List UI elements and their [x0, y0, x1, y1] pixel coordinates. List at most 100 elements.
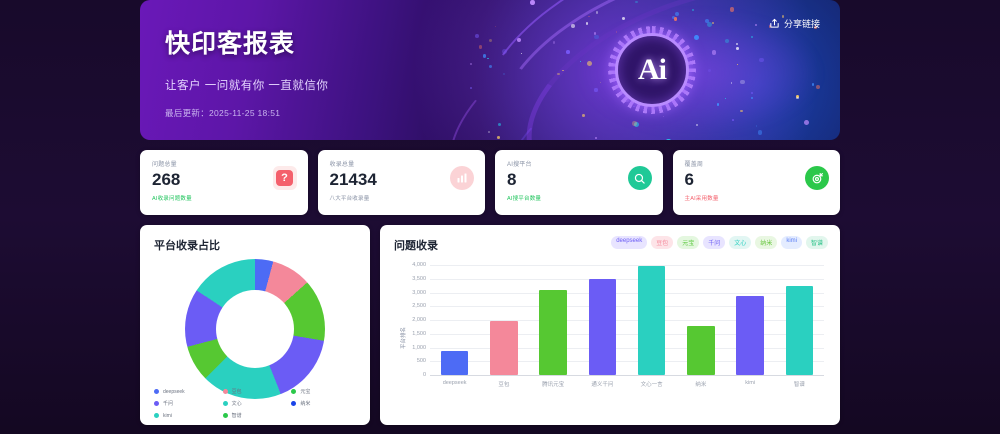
particle-dot — [750, 97, 753, 99]
bar-slot — [578, 265, 627, 375]
bar[interactable] — [490, 320, 518, 375]
particle-dot — [768, 24, 772, 28]
particle-dot — [517, 37, 522, 42]
particle-dot — [488, 131, 490, 134]
bar[interactable] — [539, 290, 567, 375]
particle-dot — [816, 85, 821, 90]
particle-dot — [707, 68, 712, 73]
particle-dot — [732, 119, 734, 121]
particle-dot — [781, 14, 785, 18]
particle-dot — [582, 114, 586, 117]
stat-value: 8 — [507, 170, 517, 189]
stat-card[interactable]: AI搜平台 8 AI搜平台数量 — [495, 150, 663, 215]
legend-color-swatch — [154, 401, 159, 406]
legend-color-swatch — [222, 389, 228, 394]
bar-series — [430, 265, 824, 375]
legend-color-swatch — [154, 413, 159, 418]
particle-dot — [594, 88, 598, 92]
ai-badge: Ai — [615, 33, 689, 107]
bar[interactable] — [687, 325, 715, 375]
stat-value: 268 — [152, 170, 181, 189]
hero-subtitle: 让客户 一问就有你 一直就信你 — [165, 80, 329, 92]
bar-chart[interactable]: 平台排名 0 500 1,000 1,500 2,000 2,500 3,000 3,500 4… — [394, 261, 828, 415]
particle-dot — [588, 15, 591, 18]
particle-dot — [530, 0, 535, 5]
bar-panel-title: 问题收录 — [394, 240, 438, 252]
x-tick-label: 文心一言 — [640, 382, 663, 388]
bar[interactable] — [637, 265, 666, 375]
stat-card[interactable]: 收录总量 21434 八大平台收录量 — [317, 150, 485, 215]
legend-item[interactable]: 文心 — [222, 400, 292, 407]
particle-dot — [502, 49, 507, 55]
particle-dot — [599, 82, 601, 84]
particle-dot — [751, 92, 754, 95]
filter-pill[interactable]: kimi — [781, 236, 802, 249]
particle-dot — [758, 57, 764, 63]
x-tick-label: kimi — [745, 380, 756, 386]
legend-color-swatch — [222, 413, 228, 418]
particle-dot — [478, 45, 482, 49]
bar-slot — [627, 265, 676, 375]
particle-dot — [729, 7, 735, 12]
dashboard-content: Ai 快印客报表 让客户 一问就有你 一直就信你 最后更新：2025-11-25… — [140, 0, 840, 434]
particle-dot — [615, 31, 618, 33]
stat-card[interactable]: 问题总量 268 AI收录问题数量? — [140, 150, 308, 215]
donut-legend: deepseek 豆包 元宝千问 文心 纳米 kimi 智谱 — [154, 388, 360, 419]
x-tick-label: deepseek — [442, 380, 467, 386]
legend-label: deepseek — [163, 388, 185, 395]
grid-line — [430, 306, 824, 308]
particle-dot — [740, 109, 743, 113]
share-link-button[interactable]: 分享链接 — [763, 14, 826, 33]
x-tick-label: 纳米 — [695, 382, 707, 388]
particle-dot — [594, 34, 599, 40]
particle-dot — [674, 17, 678, 21]
y-tick-label: 1,500 — [412, 330, 426, 337]
last-updated-text: 最后更新：2025-11-25 18:51 — [165, 108, 281, 118]
bar[interactable] — [588, 278, 617, 375]
particle-dot — [566, 50, 570, 54]
particle-dot — [740, 79, 745, 85]
donut-chart[interactable] — [185, 259, 325, 399]
legend-label: 元宝 — [300, 389, 311, 395]
bar-slot — [479, 265, 528, 375]
stat-card-row: 问题总量 268 AI收录问题数量? 收录总量 21434 八大平台收录量 AI搜平台 8 AI… — [140, 150, 840, 215]
particle-dot — [482, 54, 486, 58]
bar[interactable] — [736, 296, 764, 375]
question-mark-icon: ? — [272, 166, 297, 190]
legend-item[interactable]: 纳米 — [291, 400, 360, 407]
legend-item[interactable]: 元宝 — [291, 388, 360, 395]
bar[interactable] — [440, 350, 469, 375]
particle-dot — [586, 61, 592, 67]
particle-dot — [557, 73, 560, 76]
platform-share-panel: 平台收录占比 deepseek 豆包 元宝 千问 文心 纳米 kimi 智谱 — [140, 225, 370, 425]
share-link-label: 分享链接 — [783, 19, 820, 29]
filter-pill[interactable]: 智谱 — [805, 236, 828, 249]
legend-item[interactable]: 千问 — [154, 400, 223, 407]
stat-card[interactable]: 覆盖周 6 主AI采用数量 — [672, 150, 840, 215]
filter-pill[interactable]: 豆包 — [651, 236, 674, 249]
particle-dot — [736, 63, 739, 66]
legend-color-swatch — [222, 401, 228, 406]
grid-line — [430, 320, 824, 321]
filter-pill[interactable]: 纳米 — [755, 236, 778, 249]
legend-item[interactable]: kimi — [154, 412, 223, 419]
filter-pill[interactable]: 千问 — [703, 236, 726, 249]
filter-pill[interactable]: 文心 — [729, 236, 752, 249]
filter-pill[interactable]: deepseek — [611, 236, 648, 249]
chart-panel-row: 平台收录占比 deepseek 豆包 元宝 千问 文心 纳米 kimi 智谱 问题收录 dee… — [140, 225, 840, 425]
filter-pill[interactable]: 元宝 — [677, 236, 700, 249]
stat-note: 八大平台收录量 — [329, 196, 370, 202]
legend-item[interactable]: 豆包 — [222, 388, 292, 395]
bar[interactable] — [785, 285, 814, 375]
particle-dot — [470, 63, 473, 66]
particle-dot — [498, 123, 502, 127]
y-axis-ticks: 0 500 1,000 1,500 2,000 2,500 3,000 3,500 4,000 — [402, 262, 426, 378]
legend-item[interactable]: deepseek — [154, 388, 223, 395]
particle-dot — [470, 87, 472, 90]
particle-dot — [814, 26, 817, 30]
legend-item[interactable]: 智谱 — [222, 412, 292, 419]
page-title: 快印客报表 — [165, 30, 296, 58]
particle-dot — [803, 120, 809, 126]
particle-dot — [796, 94, 800, 98]
particle-dot — [621, 16, 625, 20]
